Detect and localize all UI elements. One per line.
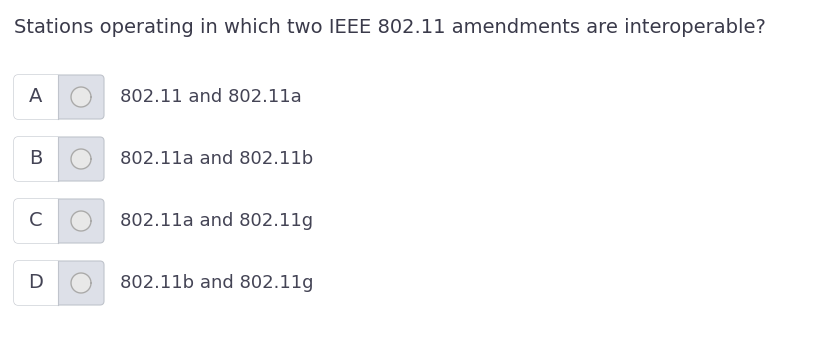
Text: D: D xyxy=(28,273,43,293)
Bar xyxy=(54,137,58,181)
Bar xyxy=(54,75,58,119)
Text: A: A xyxy=(29,88,43,106)
Text: B: B xyxy=(29,149,43,168)
Polygon shape xyxy=(71,273,91,293)
Text: 802.11b and 802.11g: 802.11b and 802.11g xyxy=(120,274,314,292)
Polygon shape xyxy=(71,211,91,231)
Bar xyxy=(54,199,58,243)
FancyBboxPatch shape xyxy=(14,261,58,305)
Text: 802.11a and 802.11g: 802.11a and 802.11g xyxy=(120,212,313,230)
Text: C: C xyxy=(29,211,43,231)
Text: Stations operating in which two IEEE 802.11 amendments are interoperable?: Stations operating in which two IEEE 802… xyxy=(14,18,766,37)
FancyBboxPatch shape xyxy=(14,137,104,181)
FancyBboxPatch shape xyxy=(14,75,58,119)
FancyBboxPatch shape xyxy=(14,199,104,243)
FancyBboxPatch shape xyxy=(14,75,104,119)
Text: 802.11a and 802.11b: 802.11a and 802.11b xyxy=(120,150,313,168)
FancyBboxPatch shape xyxy=(14,137,58,181)
FancyBboxPatch shape xyxy=(14,261,104,305)
FancyBboxPatch shape xyxy=(14,199,58,243)
Polygon shape xyxy=(71,149,91,169)
Polygon shape xyxy=(71,87,91,107)
Bar xyxy=(54,261,58,305)
Text: 802.11 and 802.11a: 802.11 and 802.11a xyxy=(120,88,302,106)
